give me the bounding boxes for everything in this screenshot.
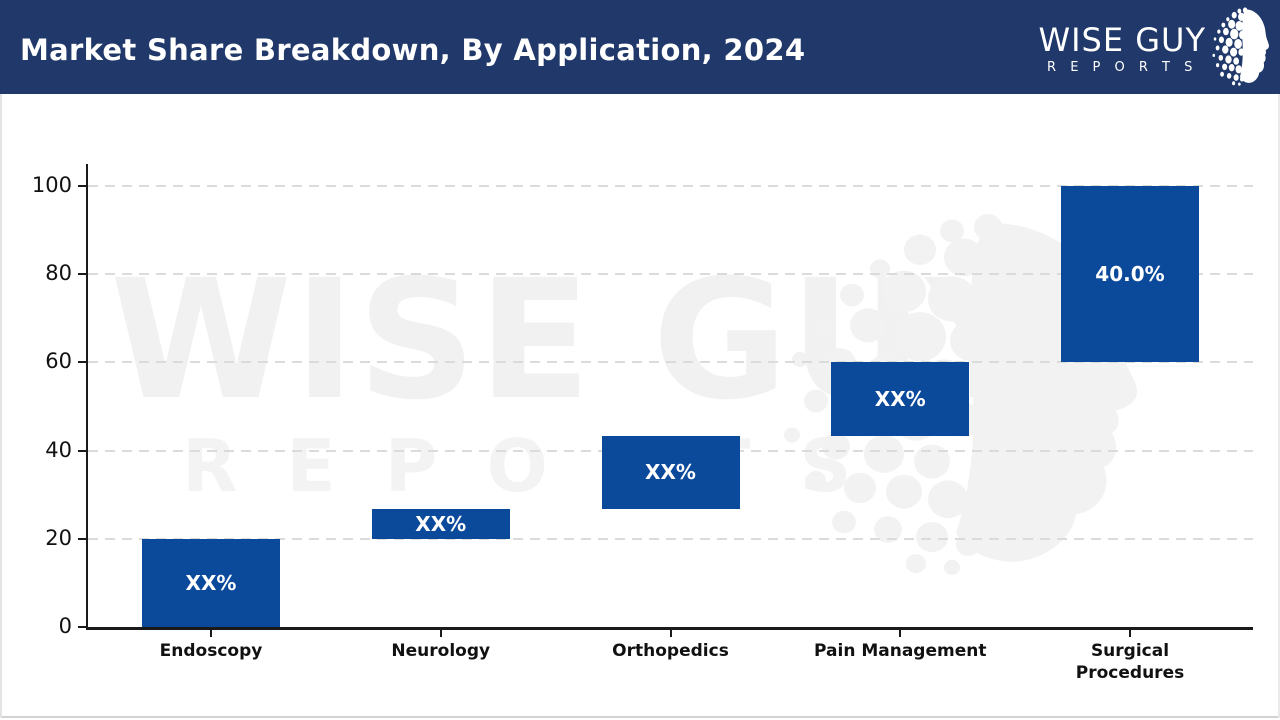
watermark-reports: R E P O R T S <box>182 424 864 508</box>
y-tick <box>78 361 87 364</box>
y-tick-label: 100 <box>31 173 72 197</box>
logo-line2: R E P O R T S <box>1047 59 1198 75</box>
x-tick <box>439 630 442 637</box>
header-bar: Market Share Breakdown, By Application, … <box>0 0 1280 94</box>
gridline <box>88 537 1253 540</box>
bar-value-label: XX% <box>874 387 926 412</box>
logo-line1: WISE GUY <box>1038 20 1206 59</box>
logo-wordmark: WISE GUY R E P O R T S <box>1038 22 1206 75</box>
y-tick <box>78 449 87 452</box>
gridline <box>88 273 1253 276</box>
x-tick <box>1129 630 1131 637</box>
gridline <box>88 361 1253 364</box>
bar-pain-management: XX% <box>831 362 970 437</box>
y-tick-label: 60 <box>45 349 72 374</box>
x-tick-label: Neurology <box>391 641 491 661</box>
bar-value-label: 40.0% <box>1095 262 1165 287</box>
bar-value-label: XX% <box>645 460 696 485</box>
x-tick-label: Pain Management <box>814 641 987 661</box>
y-axis-spine <box>86 164 88 630</box>
bar-value-label: XX% <box>185 570 237 595</box>
y-tick <box>78 537 87 540</box>
y-tick <box>78 273 87 276</box>
x-tick-label: Endoscopy <box>159 641 263 661</box>
gridline <box>88 185 1253 187</box>
y-tick-label: 40 <box>45 437 72 462</box>
x-tick <box>899 630 902 637</box>
bar-neurology: XX% <box>371 508 510 539</box>
logo-head-icon <box>1208 7 1272 89</box>
page-border-bottom <box>0 716 1280 718</box>
bar-orthopedics: XX% <box>601 436 740 509</box>
bar-value-label: XX% <box>415 511 467 536</box>
y-tick <box>78 626 87 628</box>
y-tick <box>78 185 87 187</box>
y-tick-label: 0 <box>58 614 72 638</box>
page-border-right <box>1278 94 1280 718</box>
bar-endoscopy: XX% <box>142 538 280 627</box>
x-tick <box>210 630 212 637</box>
logo: WISE GUY R E P O R T S <box>1038 4 1272 92</box>
y-tick-label: 80 <box>45 261 72 286</box>
x-axis-spine <box>86 627 1253 630</box>
page-border-left <box>0 94 2 718</box>
page-title: Market Share Breakdown, By Application, … <box>20 33 806 67</box>
chart-area: 0 20 40 60 80 100 XX% Endoscopy XX% Neurology XX% O… <box>0 94 1280 720</box>
x-tick-label: Surgical Procedures <box>1075 641 1185 683</box>
y-tick-label: 20 <box>45 525 72 550</box>
bar-surgical: 40.0% <box>1061 186 1199 363</box>
x-tick-label: Orthopedics <box>612 641 729 661</box>
x-tick <box>669 630 672 637</box>
